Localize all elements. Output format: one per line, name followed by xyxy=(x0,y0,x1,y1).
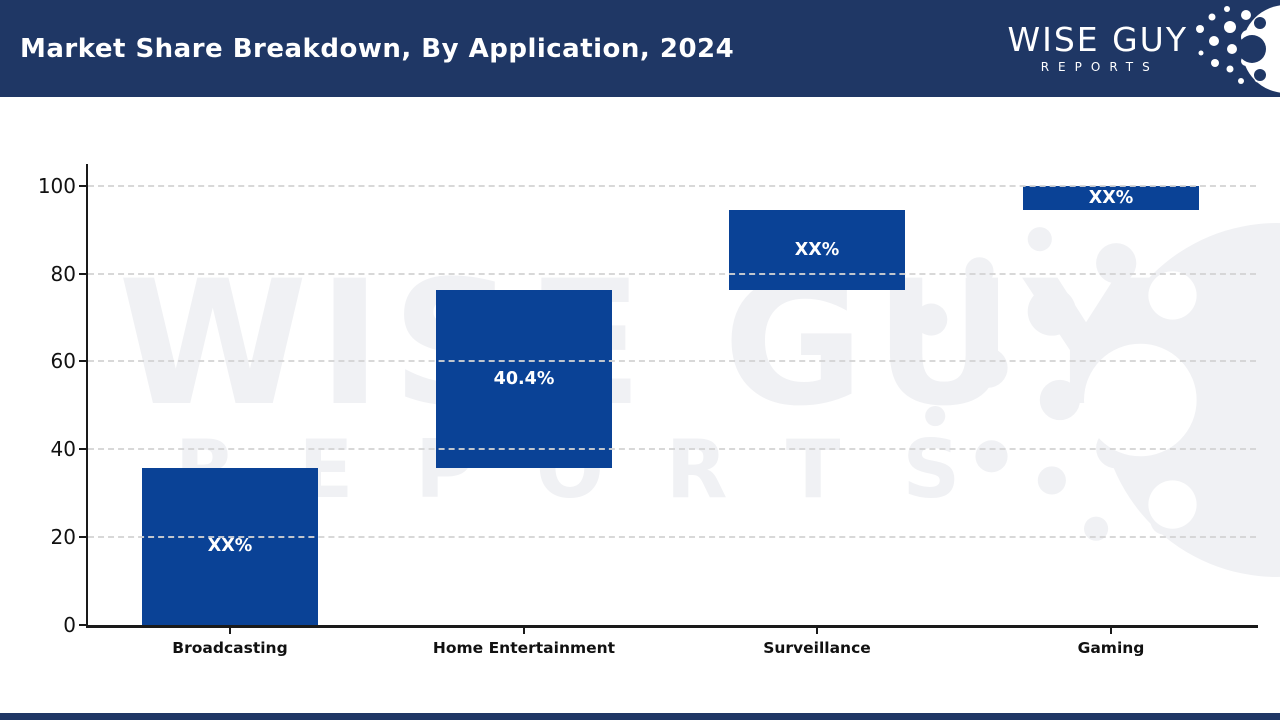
x-tick-label-3: Gaming xyxy=(1077,639,1145,657)
x-tick-label-1: Home Entertainment xyxy=(432,639,616,657)
y-tick-0 xyxy=(79,624,87,626)
x-tick-label-0: Broadcasting xyxy=(172,639,288,657)
y-tick-label-20: 20 xyxy=(50,525,76,550)
chart-title: Market Share Breakdown, By Application, … xyxy=(20,33,735,64)
bar-broadcasting xyxy=(142,467,318,625)
y-tick-40 xyxy=(79,448,87,451)
bar-value-label: 40.4% xyxy=(493,369,555,390)
bar-gaming xyxy=(1023,185,1199,211)
gridline-80 xyxy=(88,272,1256,275)
gridline-60 xyxy=(88,360,1256,363)
gridline-100 xyxy=(88,184,1256,187)
bar-surveillance xyxy=(729,210,905,291)
bar-value-label: XX% xyxy=(207,536,253,557)
x-tick-3 xyxy=(1110,626,1112,634)
logo-text: WISE GUY REPORTS xyxy=(1007,23,1188,74)
y-tick-100 xyxy=(79,184,87,187)
gridline-20 xyxy=(88,536,1256,539)
bar-value-label: XX% xyxy=(794,240,840,261)
y-tick-80 xyxy=(79,272,87,275)
x-tick-label-2: Surveillance xyxy=(763,639,871,657)
y-axis-spine xyxy=(86,164,88,626)
y-tick-label-0: 0 xyxy=(63,613,76,637)
bar-value-label: XX% xyxy=(1088,188,1134,209)
y-tick-label-40: 40 xyxy=(50,437,76,462)
y-tick-label-100: 100 xyxy=(37,173,76,198)
y-tick-label-60: 60 xyxy=(50,349,76,374)
gridline-40 xyxy=(88,448,1256,451)
logo-tagline: REPORTS xyxy=(1040,60,1159,74)
x-tick-0 xyxy=(229,626,231,634)
watermark-face-icon xyxy=(915,223,1280,577)
watermark-wordmark: WISE GUY xyxy=(118,243,1159,444)
y-tick-60 xyxy=(79,360,87,363)
footer-bar xyxy=(0,713,1280,720)
x-axis-spine xyxy=(86,625,1258,628)
logo-face-icon xyxy=(1196,4,1280,93)
wiseguy-logo: WISE GUY REPORTS xyxy=(1007,0,1280,97)
x-tick-1 xyxy=(523,626,525,634)
y-tick-20 xyxy=(79,536,87,539)
y-tick-label-80: 80 xyxy=(50,261,76,286)
bar-home-entertainment xyxy=(436,290,612,468)
header-bar: Market Share Breakdown, By Application, … xyxy=(0,0,1280,97)
x-tick-2 xyxy=(816,626,818,634)
logo-wordmark: WISE GUY xyxy=(1007,20,1188,59)
